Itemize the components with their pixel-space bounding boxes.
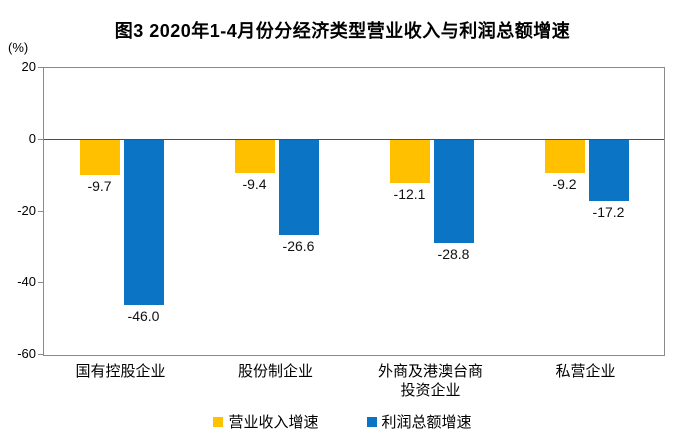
legend-swatch-revenue-icon [213,416,224,427]
bar-profit [123,139,164,305]
chart-title: 图3 2020年1-4月份分经济类型营业收入与利润总额增速 [114,21,571,41]
bar-value-label: -28.8 [437,246,470,263]
y-axis-tick-label: -20 [17,202,36,218]
x-axis-category-label: 外商及港澳台商 投资企业 [377,363,483,399]
x-axis-category-label: 私营企业 [555,363,616,380]
bar-profit [278,139,319,236]
x-axis-category-label: 股份制企业 [237,363,313,380]
bar-profit [433,139,474,244]
bar-value-label: -12.1 [393,186,426,203]
y-axis-tick-label: 20 [21,59,36,74]
y-axis-tick-label: 0 [28,130,36,146]
bar-value-label: -17.2 [592,204,625,221]
x-axis-category-label: 国有控股企业 [75,363,166,380]
y-axis-tick-mark [38,282,44,284]
legend-item-revenue: 营业收入增速 [213,411,319,432]
bar-revenue [234,139,275,174]
bar-value-label: -9.2 [552,175,577,192]
y-axis-tick-mark [38,210,44,212]
y-axis-tick-mark [38,354,44,355]
legend-label-profit: 利润总额增速 [381,414,472,431]
y-axis-unit-label: (%) [8,40,29,55]
legend-swatch-profit-icon [366,416,377,427]
bar-value-label: -9.4 [242,176,267,193]
bar-value-label: -46.0 [127,307,160,324]
legend-label-revenue: 营业收入增速 [228,414,319,431]
plot-area: -9.7 -46.0 -9.4 -26.6 -12.1 -28.8 -9.2 -17.2 [43,67,665,356]
bar-value-label: -26.6 [282,238,315,255]
bar-revenue [79,139,120,175]
bar-revenue [389,139,430,184]
y-axis-tick-label: -40 [17,274,36,290]
legend: 营业收入增速 利润总额增速 [0,411,685,432]
y-axis-tick-mark [38,138,44,140]
legend-item-profit: 利润总额增速 [366,411,472,432]
bar-revenue [544,139,585,173]
y-axis-tick-mark [38,67,44,68]
bar-profit [588,139,629,202]
zero-axis-line [44,139,664,141]
bar-value-label: -9.7 [87,177,112,194]
y-axis-tick-label: -60 [17,346,36,361]
